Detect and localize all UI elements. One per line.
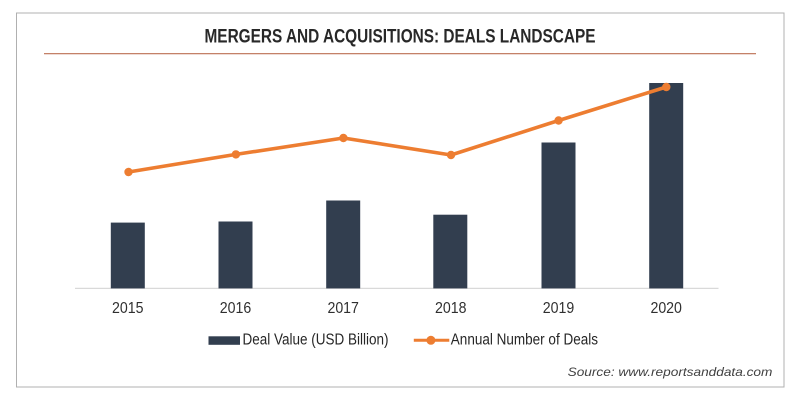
svg-text:2019: 2019 — [543, 300, 575, 317]
svg-text:Deal Value (USD Billion): Deal Value (USD Billion) — [243, 331, 389, 348]
svg-text:2020: 2020 — [650, 300, 682, 317]
svg-text:2017: 2017 — [327, 300, 359, 317]
svg-text:Annual Number of Deals: Annual Number of Deals — [451, 331, 598, 348]
svg-text:2016: 2016 — [220, 300, 252, 317]
svg-text:Source: www.reportsanddata.com: Source: www.reportsanddata.com — [568, 365, 773, 379]
svg-text:2018: 2018 — [435, 300, 467, 317]
svg-text:MERGERS AND ACQUISITIONS: DEAL: MERGERS AND ACQUISITIONS: DEALS LANDSCAP… — [205, 25, 596, 47]
svg-text:2015: 2015 — [112, 300, 144, 317]
